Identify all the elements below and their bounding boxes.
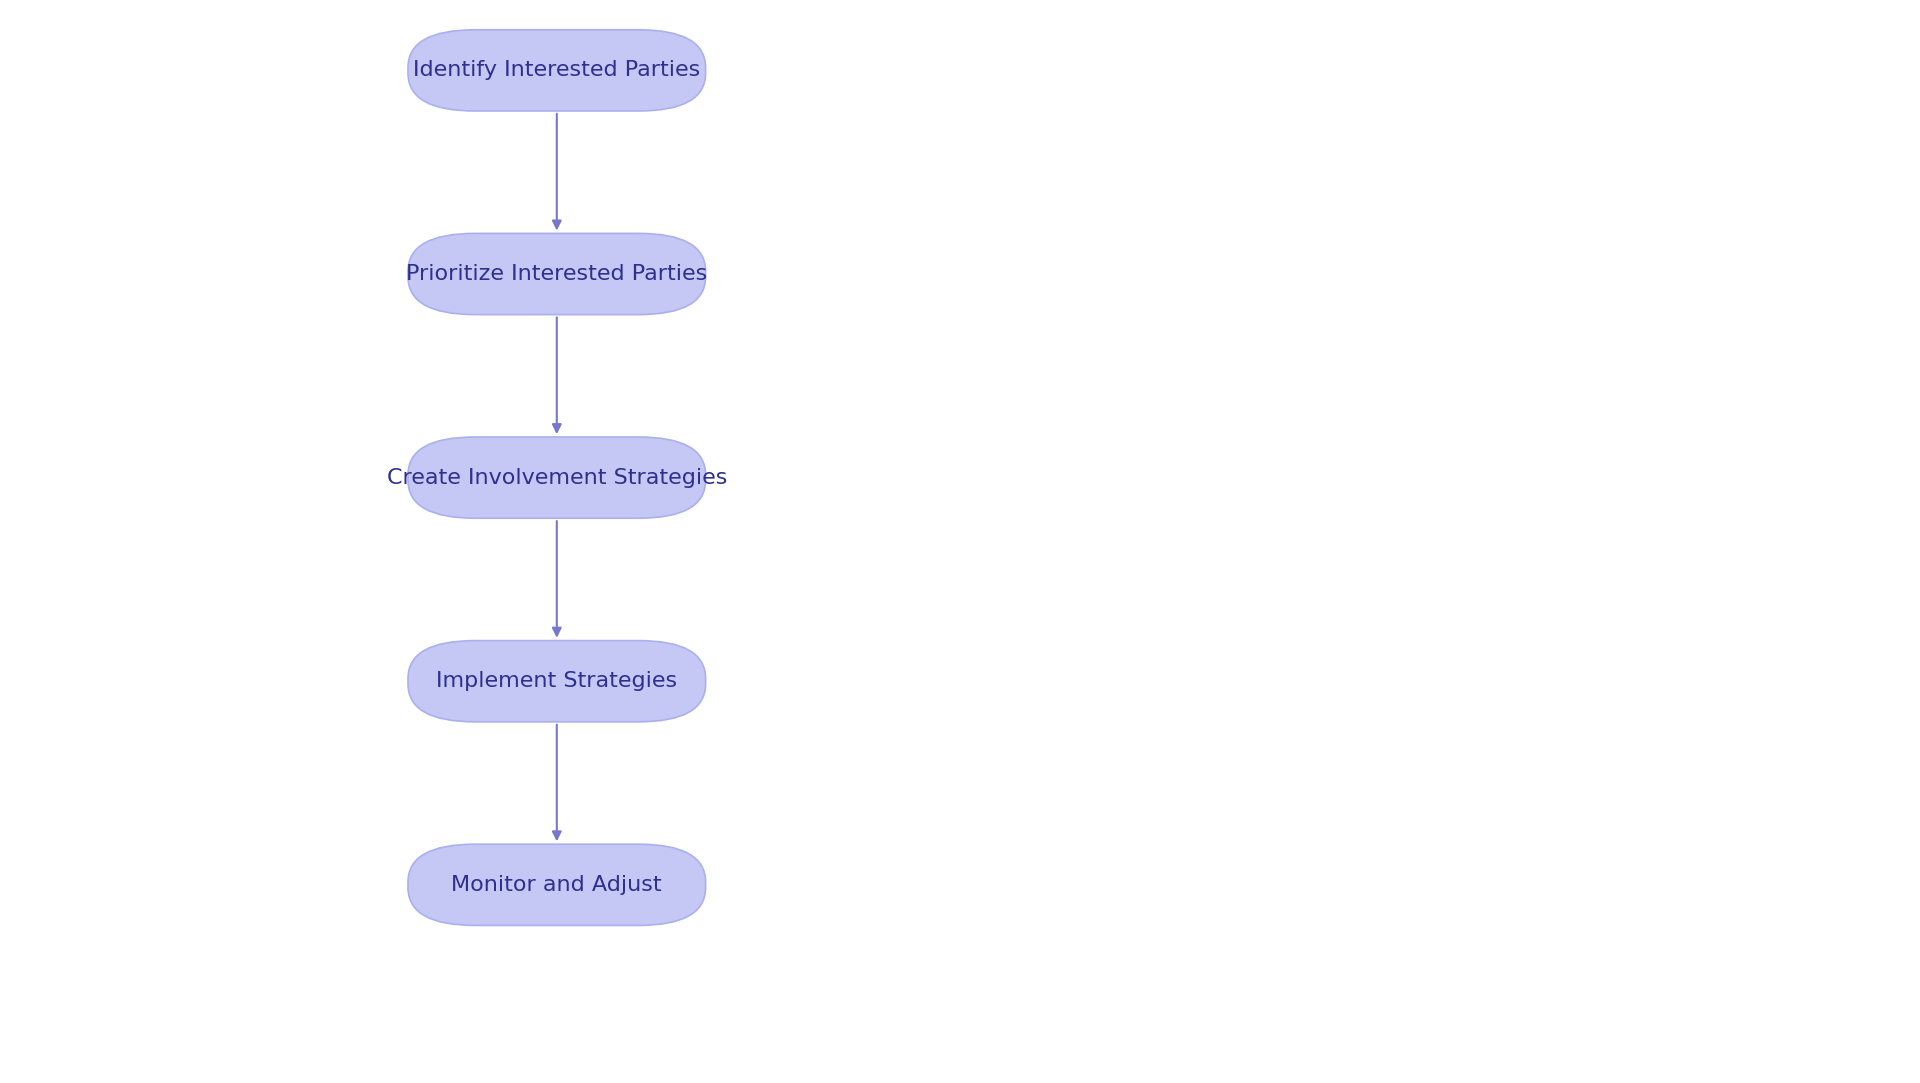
FancyBboxPatch shape xyxy=(407,436,705,518)
FancyBboxPatch shape xyxy=(407,30,705,110)
FancyBboxPatch shape xyxy=(407,845,705,925)
Text: Implement Strategies: Implement Strategies xyxy=(436,671,678,691)
FancyBboxPatch shape xyxy=(407,641,705,722)
Text: Monitor and Adjust: Monitor and Adjust xyxy=(451,875,662,895)
FancyBboxPatch shape xyxy=(407,234,705,314)
Text: Identify Interested Parties: Identify Interested Parties xyxy=(413,61,701,80)
Text: Create Involvement Strategies: Create Involvement Strategies xyxy=(386,468,728,487)
Text: Prioritize Interested Parties: Prioritize Interested Parties xyxy=(407,264,707,284)
